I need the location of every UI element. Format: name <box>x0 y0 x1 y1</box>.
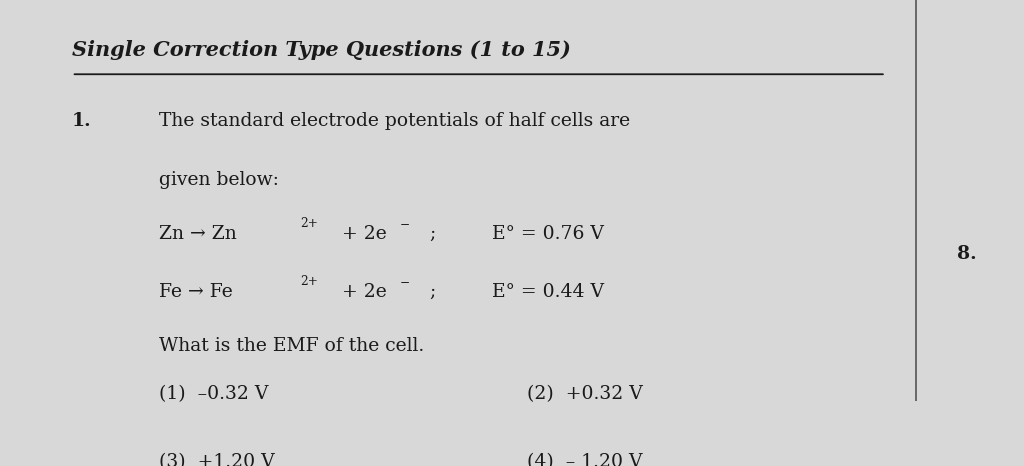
Text: The standard electrode potentials of half cells are: The standard electrode potentials of hal… <box>159 112 630 130</box>
Text: 2+: 2+ <box>300 217 317 230</box>
Text: + 2e: + 2e <box>336 225 387 243</box>
Text: ;: ; <box>418 283 436 301</box>
Text: Single Correction Type Questions (1 to 15): Single Correction Type Questions (1 to 1… <box>72 40 570 60</box>
Text: (1)  –0.32 V: (1) –0.32 V <box>159 385 268 403</box>
Text: (4)  – 1.20 V: (4) – 1.20 V <box>527 453 643 466</box>
Text: (3)  +1.20 V: (3) +1.20 V <box>159 453 274 466</box>
Text: −: − <box>399 275 410 288</box>
Text: 1.: 1. <box>72 112 91 130</box>
Text: Fe → Fe: Fe → Fe <box>159 283 232 301</box>
Text: What is the EMF of the cell.: What is the EMF of the cell. <box>159 337 424 355</box>
Text: (2)  +0.32 V: (2) +0.32 V <box>527 385 643 403</box>
Text: Zn → Zn: Zn → Zn <box>159 225 237 243</box>
Text: 2+: 2+ <box>300 275 317 288</box>
Text: 8.: 8. <box>957 245 977 263</box>
Text: given below:: given below: <box>159 171 279 189</box>
Text: + 2e: + 2e <box>336 283 387 301</box>
Text: −: − <box>399 217 410 230</box>
Text: E° = 0.44 V: E° = 0.44 V <box>492 283 603 301</box>
Text: E° = 0.76 V: E° = 0.76 V <box>492 225 603 243</box>
Text: ;: ; <box>418 225 436 243</box>
